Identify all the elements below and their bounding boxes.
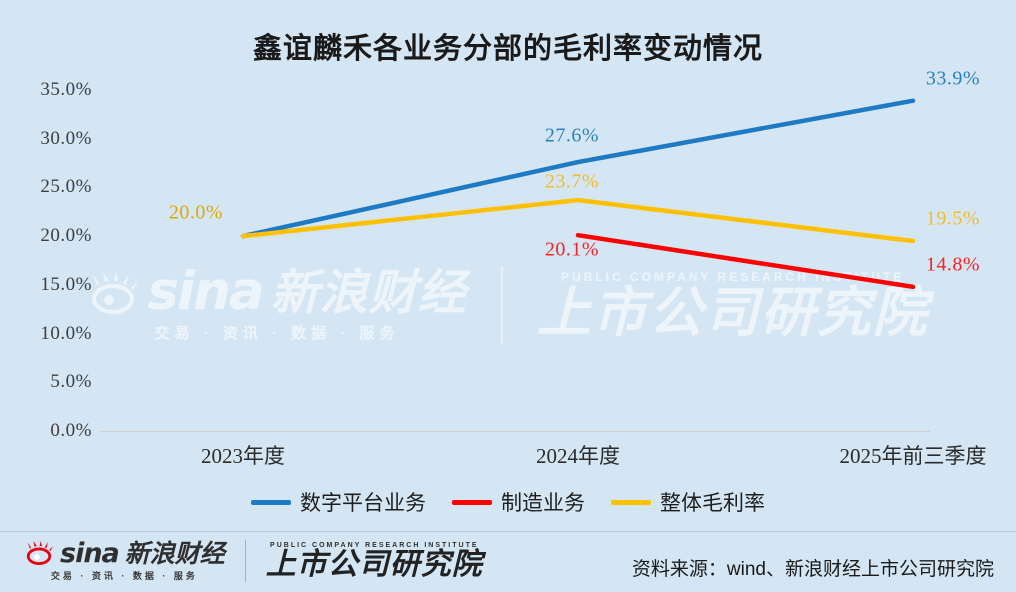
watermark-sina-wordmark: sina <box>147 261 264 323</box>
series-line <box>240 197 916 244</box>
watermark-institute-logo: PUBLIC COMPANY RESEARCH INSTITUTE 上市公司研究… <box>537 270 929 340</box>
footer-sina-cn: 新浪财经 <box>124 540 225 568</box>
footer: sina 新浪财经 交易 · 资讯 · 数据 · 服务 PUBLIC COMPA… <box>0 531 1016 592</box>
y-axis: 35.0% 30.0% 25.0% 20.0% 15.0% 10.0% 5.0% 0.0% <box>0 79 92 441</box>
x-axis: 2023年度 2024年度 2025年前三季度 <box>100 440 987 474</box>
legend-label: 整体毛利率 <box>660 491 765 515</box>
watermark-sina-tagline: 交易 · 资讯 · 数据 · 服务 <box>154 324 400 342</box>
footer-sina-tagline: 交易 · 资讯 · 数据 · 服务 <box>50 570 198 581</box>
watermark: sina 新浪财经 交易 · 资讯 · 数据 · 服务 PUBLIC COMPA… <box>0 250 1016 360</box>
data-point-label: 20.0% <box>168 201 224 224</box>
source-note: 资料来源：wind、新浪财经上市公司研究院 <box>631 559 994 580</box>
legend-label: 数字平台业务 <box>300 491 426 515</box>
watermark-institute-cn: 上市公司研究院 <box>536 283 929 343</box>
sina-eye-icon <box>92 271 139 314</box>
page-title: 鑫谊麟禾各业务分部的毛利率变动情况 <box>252 33 763 65</box>
footer-divider <box>244 540 246 582</box>
y-axis-tick-label: 20.0% <box>40 225 92 247</box>
y-axis-tick-label: 25.0% <box>40 176 92 198</box>
legend-swatch <box>251 499 291 505</box>
footer-institute-logo: PUBLIC COMPANY RESEARCH INSTITUTE 上市公司研究… <box>266 542 483 581</box>
watermark-sina-cn: 新浪财经 <box>270 266 467 320</box>
legend: 数字平台业务 制造业务 整体毛利率 <box>0 487 1016 517</box>
y-axis-tick-label: 0.0% <box>50 420 92 441</box>
series-line <box>240 98 916 239</box>
sina-eye-icon <box>26 540 54 565</box>
series-line <box>575 232 916 290</box>
legend-item[interactable]: 制造业务 <box>452 487 585 517</box>
legend-label: 制造业务 <box>501 491 585 515</box>
x-axis-tick-label: 2024年度 <box>536 444 620 468</box>
y-axis-tick-label: 35.0% <box>40 79 92 100</box>
y-axis-tick-label: 10.0% <box>40 322 92 344</box>
legend-item[interactable]: 数字平台业务 <box>251 487 426 517</box>
x-axis-baseline <box>100 431 930 432</box>
x-axis-tick-label: 2023年度 <box>201 444 285 468</box>
watermark-divider <box>500 266 503 344</box>
data-point-label: 19.5% <box>925 207 981 230</box>
y-axis-tick-label: 30.0% <box>40 127 92 149</box>
data-point-label: 14.8% <box>925 253 981 276</box>
watermark-sina-logo: sina 新浪财经 交易 · 资讯 · 数据 · 服务 <box>87 261 467 342</box>
x-axis-tick-label: 2025年前三季度 <box>839 444 987 468</box>
data-point-label: 27.6% <box>544 124 600 147</box>
legend-swatch <box>611 499 651 505</box>
footer-institute-en: PUBLIC COMPANY RESEARCH INSTITUTE <box>270 541 479 549</box>
footer-institute-cn: 上市公司研究院 <box>265 547 483 581</box>
y-axis-tick-label: 15.0% <box>40 273 92 295</box>
y-axis-tick-label: 5.0% <box>50 371 92 393</box>
watermark-institute-en: PUBLIC COMPANY RESEARCH INSTITUTE <box>560 270 905 284</box>
footer-logos: sina 新浪财经 交易 · 资讯 · 数据 · 服务 PUBLIC COMPA… <box>24 540 483 582</box>
legend-item[interactable]: 整体毛利率 <box>611 487 765 517</box>
legend-swatch <box>452 499 492 505</box>
data-point-label: 33.9% <box>925 67 981 90</box>
data-point-label: 20.1% <box>544 238 600 261</box>
data-point-label: 23.7% <box>544 170 600 193</box>
footer-sina-logo: sina 新浪财经 交易 · 资讯 · 数据 · 服务 <box>24 537 225 582</box>
footer-sina-wordmark: sina <box>60 537 120 569</box>
